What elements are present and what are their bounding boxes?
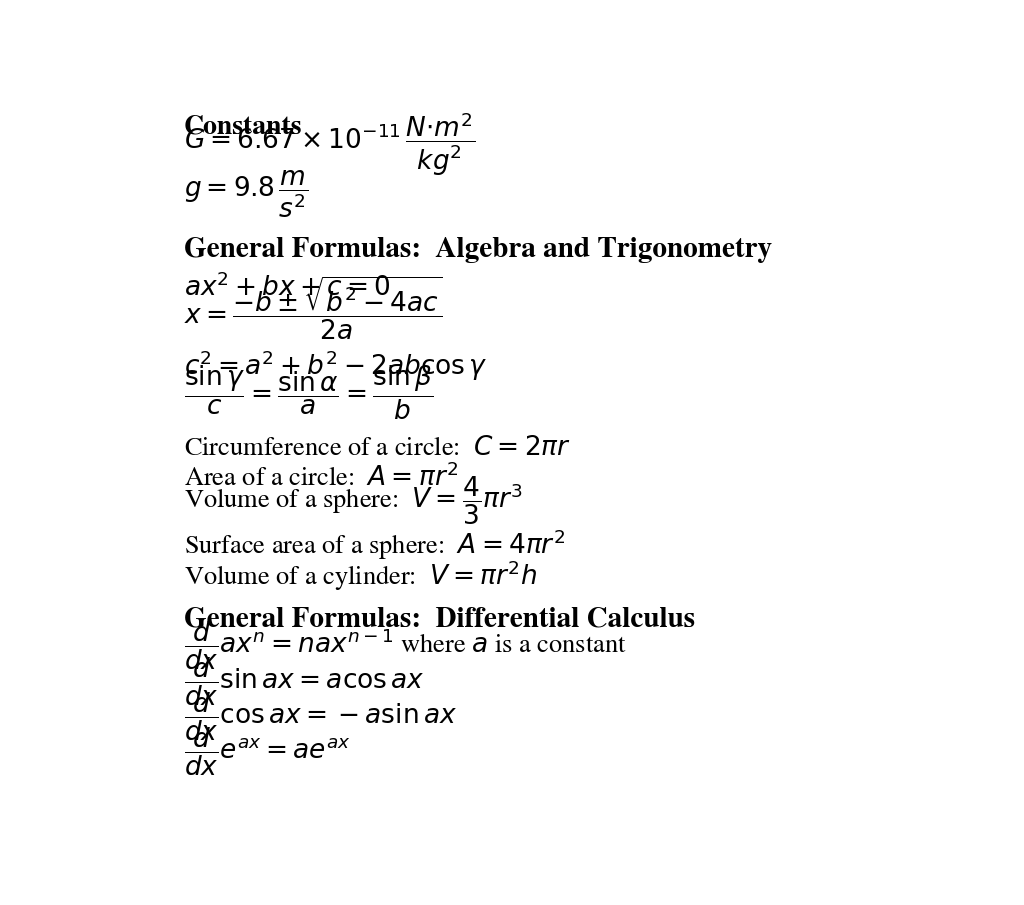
- Text: Area of a circle:  $A = \pi r^2$: Area of a circle: $A = \pi r^2$: [183, 463, 458, 491]
- Text: General Formulas:  Algebra and Trigonometry: General Formulas: Algebra and Trigonomet…: [183, 237, 772, 263]
- Text: $g = 9.8\,\dfrac{m}{s^2}$: $g = 9.8\,\dfrac{m}{s^2}$: [183, 168, 307, 220]
- Text: $G = 6.67 \times 10^{-11}\,\dfrac{N{\cdot}m^2}{kg^2}$: $G = 6.67 \times 10^{-11}\,\dfrac{N{\cdo…: [183, 111, 475, 178]
- Text: $\dfrac{\sin\gamma}{c} = \dfrac{\sin\alpha}{a} = \dfrac{\sin\beta}{b}$: $\dfrac{\sin\gamma}{c} = \dfrac{\sin\alp…: [183, 364, 433, 422]
- Text: $x = \dfrac{-b \pm \sqrt{b^2 - 4ac}}{2a}$: $x = \dfrac{-b \pm \sqrt{b^2 - 4ac}}{2a}…: [183, 274, 441, 342]
- Text: Volume of a sphere:  $V = \dfrac{4}{3}\pi r^3$: Volume of a sphere: $V = \dfrac{4}{3}\pi…: [183, 474, 522, 527]
- Text: $\dfrac{d}{dx}e^{ax} = ae^{ax}$: $\dfrac{d}{dx}e^{ax} = ae^{ax}$: [183, 725, 350, 777]
- Text: $\dfrac{d}{dx}\cos ax = -a\sin ax$: $\dfrac{d}{dx}\cos ax = -a\sin ax$: [183, 691, 457, 743]
- Text: $\dfrac{d}{dx}ax^n = nax^{n-1}$ where $a$ is a constant: $\dfrac{d}{dx}ax^n = nax^{n-1}$ where $a…: [183, 619, 627, 672]
- Text: $ax^2 + bx + c = 0$: $ax^2 + bx + c = 0$: [183, 273, 390, 301]
- Text: Surface area of a sphere:  $A = 4\pi r^2$: Surface area of a sphere: $A = 4\pi r^2$: [183, 527, 564, 561]
- Text: Volume of a cylinder:  $V = \pi r^2 h$: Volume of a cylinder: $V = \pi r^2 h$: [183, 558, 537, 593]
- Text: Circumference of a circle:  $C = 2\pi r$: Circumference of a circle: $C = 2\pi r$: [183, 436, 570, 461]
- Text: $\dfrac{d}{dx}\sin ax = a\cos ax$: $\dfrac{d}{dx}\sin ax = a\cos ax$: [183, 655, 424, 708]
- Text: Constants: Constants: [183, 115, 302, 140]
- Text: General Formulas:  Differential Calculus: General Formulas: Differential Calculus: [183, 606, 694, 633]
- Text: $c^2 = a^2 + b^2 - 2ab\cos\gamma$: $c^2 = a^2 + b^2 - 2ab\cos\gamma$: [183, 348, 487, 383]
